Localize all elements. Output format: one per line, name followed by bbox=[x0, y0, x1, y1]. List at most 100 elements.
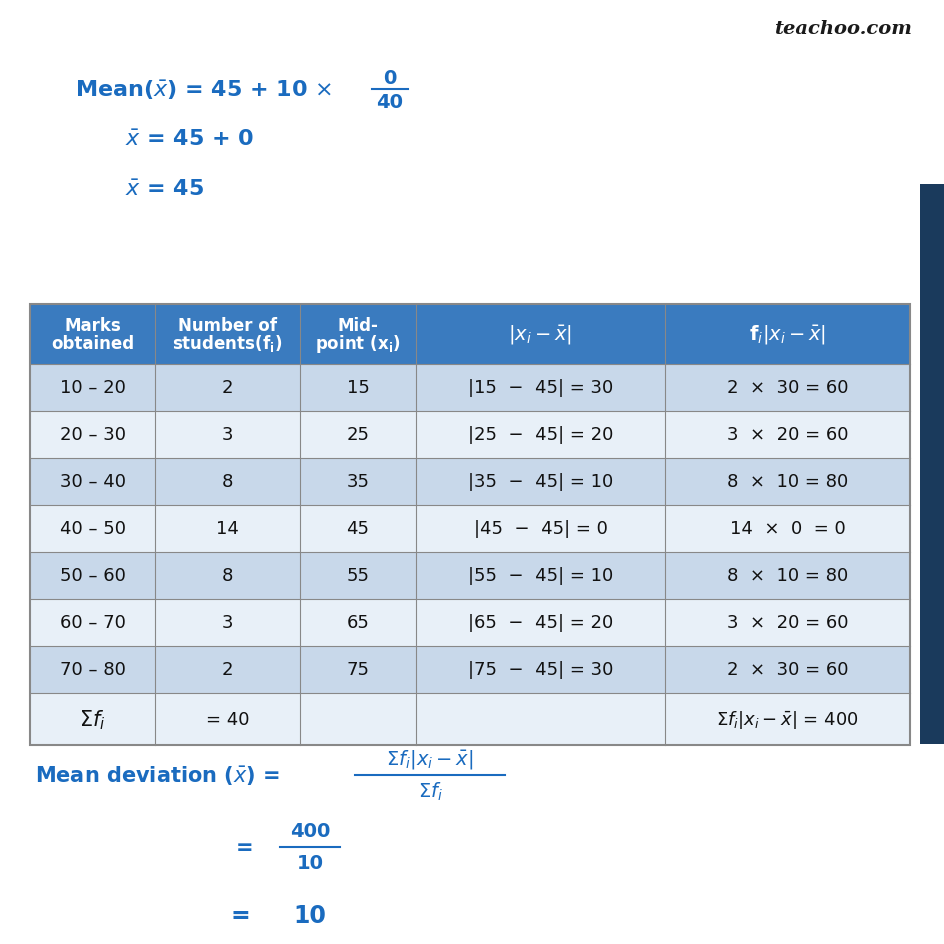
Bar bbox=[665, 412, 909, 459]
Bar bbox=[665, 693, 909, 745]
Text: 15: 15 bbox=[346, 379, 369, 397]
Bar bbox=[665, 647, 909, 693]
Bar bbox=[415, 364, 665, 412]
Text: 3: 3 bbox=[222, 614, 233, 632]
Bar bbox=[299, 599, 415, 647]
Text: Mid-: Mid- bbox=[337, 316, 378, 334]
Text: 35: 35 bbox=[346, 473, 369, 491]
Text: 14  ×  0  = 0: 14 × 0 = 0 bbox=[729, 520, 845, 538]
Bar bbox=[30, 599, 155, 647]
Bar bbox=[415, 693, 665, 745]
Bar bbox=[155, 459, 299, 505]
Text: |65  −  45| = 20: |65 − 45| = 20 bbox=[467, 614, 613, 632]
Text: 8  ×  10 = 80: 8 × 10 = 80 bbox=[726, 473, 847, 491]
Text: 40: 40 bbox=[376, 93, 403, 112]
Text: =: = bbox=[230, 903, 259, 927]
Text: 400: 400 bbox=[290, 821, 329, 840]
Bar bbox=[299, 305, 415, 364]
Text: 8  ×  10 = 80: 8 × 10 = 80 bbox=[726, 567, 847, 585]
Bar bbox=[299, 693, 415, 745]
Bar bbox=[415, 505, 665, 552]
Text: $|x_i - \bar{x}|$: $|x_i - \bar{x}|$ bbox=[508, 323, 572, 346]
Bar bbox=[415, 305, 665, 364]
Text: $\bar{x}$ = 45: $\bar{x}$ = 45 bbox=[125, 179, 204, 200]
Bar bbox=[155, 599, 299, 647]
Text: 8: 8 bbox=[222, 473, 233, 491]
Text: |75  −  45| = 30: |75 − 45| = 30 bbox=[467, 661, 613, 679]
Text: Number of: Number of bbox=[177, 316, 277, 334]
Text: $\Sigma f_i$: $\Sigma f_i$ bbox=[417, 780, 442, 802]
Bar bbox=[155, 552, 299, 599]
Text: 20 – 30: 20 – 30 bbox=[59, 426, 126, 444]
Text: |15  −  45| = 30: |15 − 45| = 30 bbox=[467, 379, 613, 397]
Text: |35  −  45| = 10: |35 − 45| = 10 bbox=[467, 473, 613, 491]
Bar bbox=[299, 364, 415, 412]
Text: $\bar{x}$ = 45 + 0: $\bar{x}$ = 45 + 0 bbox=[125, 129, 254, 150]
Bar bbox=[30, 305, 909, 745]
Text: Marks: Marks bbox=[64, 316, 121, 334]
Bar bbox=[30, 412, 155, 459]
Bar bbox=[299, 647, 415, 693]
Text: $\mathregular{f}_i|x_i - \bar{x}|$: $\mathregular{f}_i|x_i - \bar{x}|$ bbox=[749, 323, 825, 346]
Text: |25  −  45| = 20: |25 − 45| = 20 bbox=[467, 426, 613, 444]
Bar bbox=[299, 412, 415, 459]
Text: 3: 3 bbox=[222, 426, 233, 444]
Bar bbox=[30, 647, 155, 693]
Bar bbox=[415, 552, 665, 599]
Text: 75: 75 bbox=[346, 661, 369, 679]
Bar bbox=[415, 647, 665, 693]
Text: 50 – 60: 50 – 60 bbox=[59, 567, 126, 585]
Bar bbox=[919, 185, 944, 744]
Bar bbox=[415, 412, 665, 459]
Bar bbox=[155, 505, 299, 552]
Text: 60 – 70: 60 – 70 bbox=[59, 614, 126, 632]
Text: 55: 55 bbox=[346, 567, 369, 585]
Text: teachoo.com: teachoo.com bbox=[773, 20, 911, 38]
Text: =: = bbox=[236, 837, 254, 857]
Bar bbox=[415, 459, 665, 505]
Text: 70 – 80: 70 – 80 bbox=[59, 661, 126, 679]
Text: 2: 2 bbox=[222, 379, 233, 397]
Bar bbox=[665, 505, 909, 552]
Bar bbox=[30, 459, 155, 505]
Text: 2  ×  30 = 60: 2 × 30 = 60 bbox=[726, 661, 848, 679]
Text: 65: 65 bbox=[346, 614, 369, 632]
Text: obtained: obtained bbox=[51, 334, 134, 353]
Bar bbox=[155, 412, 299, 459]
Text: 45: 45 bbox=[346, 520, 369, 538]
Bar bbox=[665, 599, 909, 647]
Text: Mean deviation ($\bar{x}$) =: Mean deviation ($\bar{x}$) = bbox=[35, 764, 279, 786]
Bar bbox=[665, 305, 909, 364]
Bar bbox=[155, 693, 299, 745]
Bar bbox=[299, 459, 415, 505]
Bar bbox=[155, 647, 299, 693]
Text: $\Sigma f_i|x_i - \bar{x}|$: $\Sigma f_i|x_i - \bar{x}|$ bbox=[386, 748, 473, 770]
Bar bbox=[155, 364, 299, 412]
Text: 8: 8 bbox=[222, 567, 233, 585]
Bar bbox=[665, 552, 909, 599]
Bar bbox=[30, 505, 155, 552]
Text: = 40: = 40 bbox=[206, 710, 249, 728]
Text: 0: 0 bbox=[383, 70, 396, 89]
Text: $\Sigma f_i$: $\Sigma f_i$ bbox=[79, 707, 106, 731]
Text: 3  ×  20 = 60: 3 × 20 = 60 bbox=[726, 614, 848, 632]
Bar bbox=[415, 599, 665, 647]
Text: 25: 25 bbox=[346, 426, 369, 444]
Text: 3  ×  20 = 60: 3 × 20 = 60 bbox=[726, 426, 848, 444]
Text: 14: 14 bbox=[216, 520, 239, 538]
Bar bbox=[30, 364, 155, 412]
Text: |45  −  45| = 0: |45 − 45| = 0 bbox=[473, 520, 607, 538]
Bar bbox=[299, 552, 415, 599]
Bar bbox=[665, 459, 909, 505]
Text: |55  −  45| = 10: |55 − 45| = 10 bbox=[467, 567, 613, 585]
Text: point (x$_\mathregular{i}$): point (x$_\mathregular{i}$) bbox=[314, 332, 400, 355]
Text: Mean($\bar{x}$) = 45 + 10 $\times$: Mean($\bar{x}$) = 45 + 10 $\times$ bbox=[75, 78, 331, 102]
Bar bbox=[665, 364, 909, 412]
Text: 10 – 20: 10 – 20 bbox=[59, 379, 126, 397]
Text: students(f$_\mathregular{i}$): students(f$_\mathregular{i}$) bbox=[172, 333, 282, 354]
Bar bbox=[30, 693, 155, 745]
Text: 10: 10 bbox=[296, 853, 323, 872]
Text: 2  ×  30 = 60: 2 × 30 = 60 bbox=[726, 379, 848, 397]
Text: 30 – 40: 30 – 40 bbox=[59, 473, 126, 491]
Bar bbox=[155, 305, 299, 364]
